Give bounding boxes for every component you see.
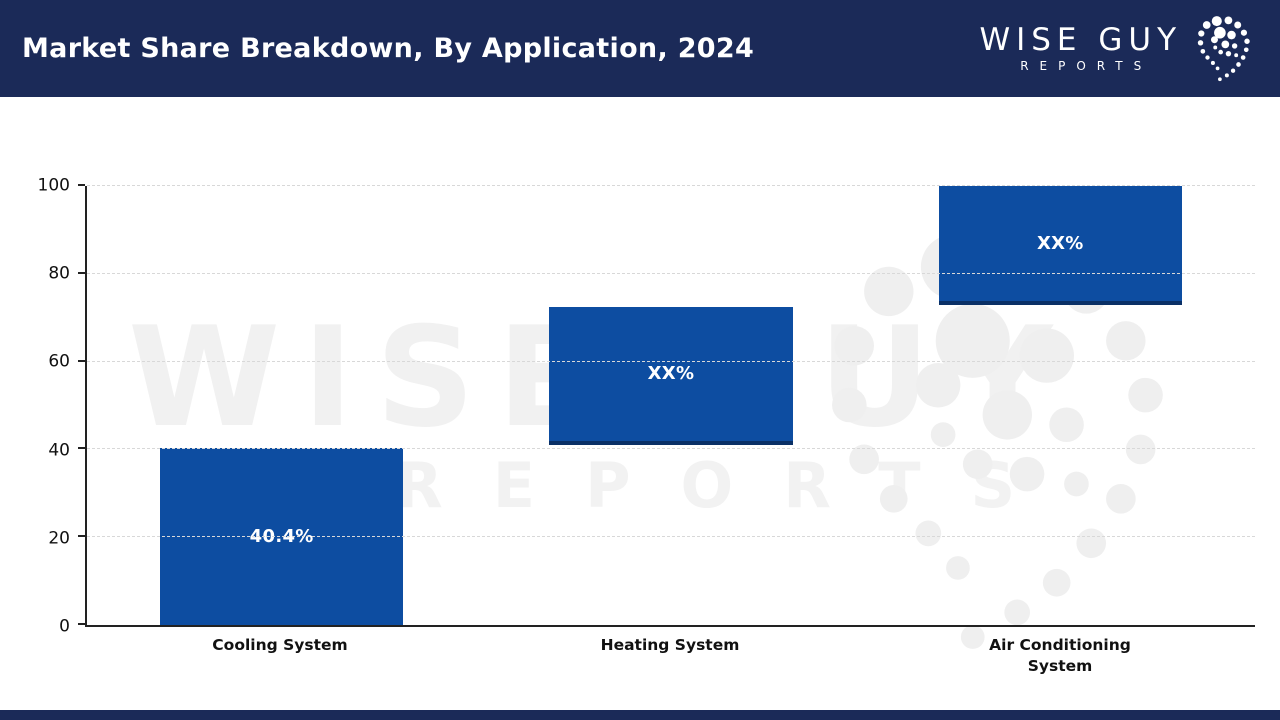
- gridline: [87, 272, 1255, 274]
- y-tick-label: 40: [48, 440, 70, 461]
- bar-slot: XX%: [476, 186, 865, 625]
- y-axis-labels: 0 20 40 60 80 100: [0, 177, 78, 635]
- gridline: [87, 185, 1255, 186]
- y-tick-label: 20: [48, 528, 70, 549]
- x-axis-label-text: Heating System: [600, 636, 740, 654]
- chart-area: WISE GUY REPORTS 0 20 40 60 80 100 40.4% XX% XX…: [0, 97, 1280, 710]
- page-title: Market Share Breakdown, By Application, …: [22, 33, 755, 64]
- bar-value-label: XX%: [647, 363, 695, 385]
- plot-area: 40.4% XX% XX%: [78, 184, 1255, 627]
- logo-head-icon: [1192, 13, 1254, 85]
- gridline: [87, 448, 1255, 450]
- y-tick-mark: [78, 359, 85, 362]
- y-tick-label: 60: [48, 351, 70, 372]
- gridline: [87, 360, 1255, 362]
- header: Market Share Breakdown, By Application, …: [0, 0, 1280, 97]
- y-tick-label: 80: [48, 263, 70, 284]
- x-axis-label-text: Air Conditioning System: [989, 636, 1131, 675]
- bar-slot: XX%: [866, 186, 1255, 625]
- bars-row: 40.4% XX% XX%: [87, 186, 1255, 625]
- logo-title: WISE GUY: [979, 21, 1182, 58]
- x-axis-label: Air Conditioning System: [865, 635, 1255, 677]
- logo-text: WISE GUY REPORTS: [979, 24, 1182, 74]
- y-tick-label: 0: [59, 616, 70, 637]
- x-axis-labels: Cooling System Heating System Air Conditio…: [85, 635, 1255, 677]
- footer-bar: [0, 710, 1280, 720]
- y-tick-mark: [78, 623, 85, 625]
- bar-value-label: XX%: [1036, 232, 1084, 254]
- y-tick-label: 100: [37, 175, 70, 196]
- x-axis-label: Heating System: [475, 635, 865, 677]
- y-tick-mark: [78, 447, 85, 450]
- x-axis-label: Cooling System: [85, 635, 475, 677]
- y-tick-mark: [78, 535, 85, 538]
- bar-heating-system: XX%: [549, 306, 793, 446]
- gridline: [87, 536, 1255, 538]
- y-tick-mark: [78, 271, 85, 274]
- wise-guy-logo: WISE GUY REPORTS: [979, 13, 1254, 85]
- bar-air-conditioning-system: XX%: [938, 186, 1182, 305]
- bar-slot: 40.4%: [87, 186, 476, 625]
- logo-subtitle: REPORTS: [1020, 59, 1153, 74]
- x-axis-label-text: Cooling System: [212, 636, 348, 654]
- y-tick-mark: [78, 184, 85, 186]
